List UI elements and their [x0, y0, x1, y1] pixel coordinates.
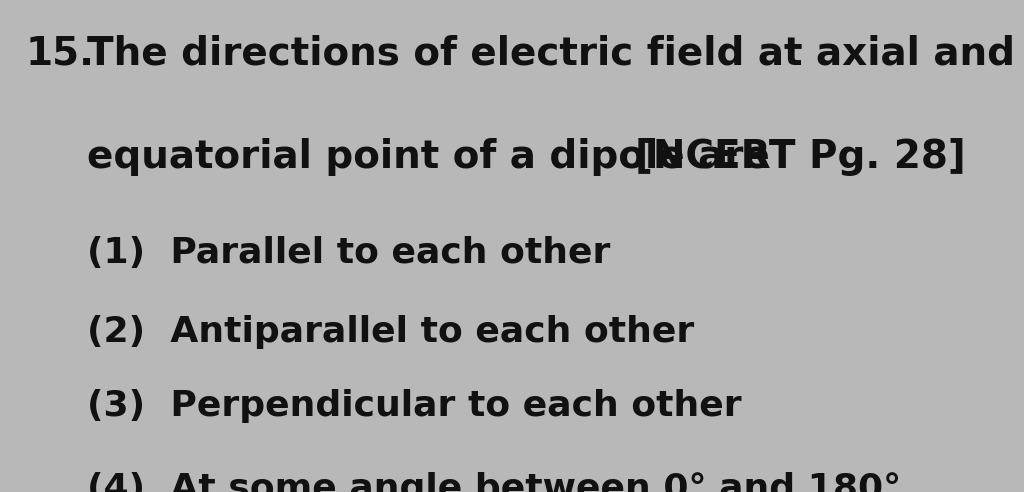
Text: (4)  At some angle between 0° and 180°: (4) At some angle between 0° and 180° — [87, 472, 901, 492]
Text: (3)  Perpendicular to each other: (3) Perpendicular to each other — [87, 389, 741, 423]
Text: 15.: 15. — [26, 34, 94, 72]
Text: equatorial point of a dipole are: equatorial point of a dipole are — [87, 138, 770, 176]
Text: [NCERT Pg. 28]: [NCERT Pg. 28] — [635, 138, 966, 176]
Text: The directions of electric field at axial and: The directions of electric field at axia… — [87, 34, 1015, 72]
Text: (2)  Antiparallel to each other: (2) Antiparallel to each other — [87, 315, 694, 349]
Text: (1)  Parallel to each other: (1) Parallel to each other — [87, 236, 610, 270]
